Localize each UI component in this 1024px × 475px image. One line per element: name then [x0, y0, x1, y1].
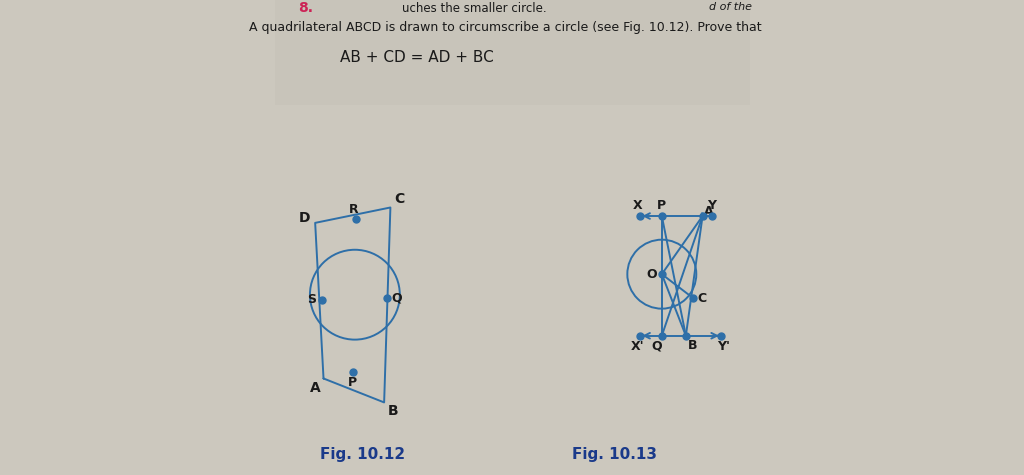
- Text: Y: Y: [708, 199, 717, 212]
- Text: X: X: [633, 199, 642, 212]
- Text: 8.: 8.: [298, 1, 313, 15]
- Text: d of the: d of the: [709, 2, 752, 12]
- Text: D: D: [299, 211, 310, 225]
- Text: Fig. 10.12: Fig. 10.12: [319, 446, 404, 462]
- Text: A quadrilateral ABCD is drawn to circumscribe a circle (see Fig. 10.12). Prove t: A quadrilateral ABCD is drawn to circums…: [249, 21, 761, 34]
- Text: O: O: [646, 268, 656, 281]
- Text: S: S: [307, 294, 316, 306]
- Text: X': X': [631, 340, 644, 352]
- Text: B: B: [387, 404, 398, 418]
- Text: C: C: [697, 292, 707, 304]
- Text: Q: Q: [391, 292, 402, 304]
- Text: P: P: [348, 376, 357, 389]
- Text: B: B: [688, 339, 697, 352]
- Text: P: P: [657, 199, 667, 212]
- Text: Q: Q: [651, 340, 663, 352]
- Text: uches the smaller circle.: uches the smaller circle.: [401, 2, 547, 15]
- Text: Y': Y': [717, 340, 730, 352]
- Text: AB + CD = AD + BC: AB + CD = AD + BC: [340, 50, 494, 65]
- Text: Fig. 10.13: Fig. 10.13: [571, 446, 656, 462]
- Text: A: A: [309, 381, 321, 395]
- Text: R: R: [349, 203, 358, 217]
- FancyBboxPatch shape: [274, 0, 750, 104]
- Text: C: C: [394, 192, 404, 206]
- Text: A: A: [703, 205, 713, 218]
